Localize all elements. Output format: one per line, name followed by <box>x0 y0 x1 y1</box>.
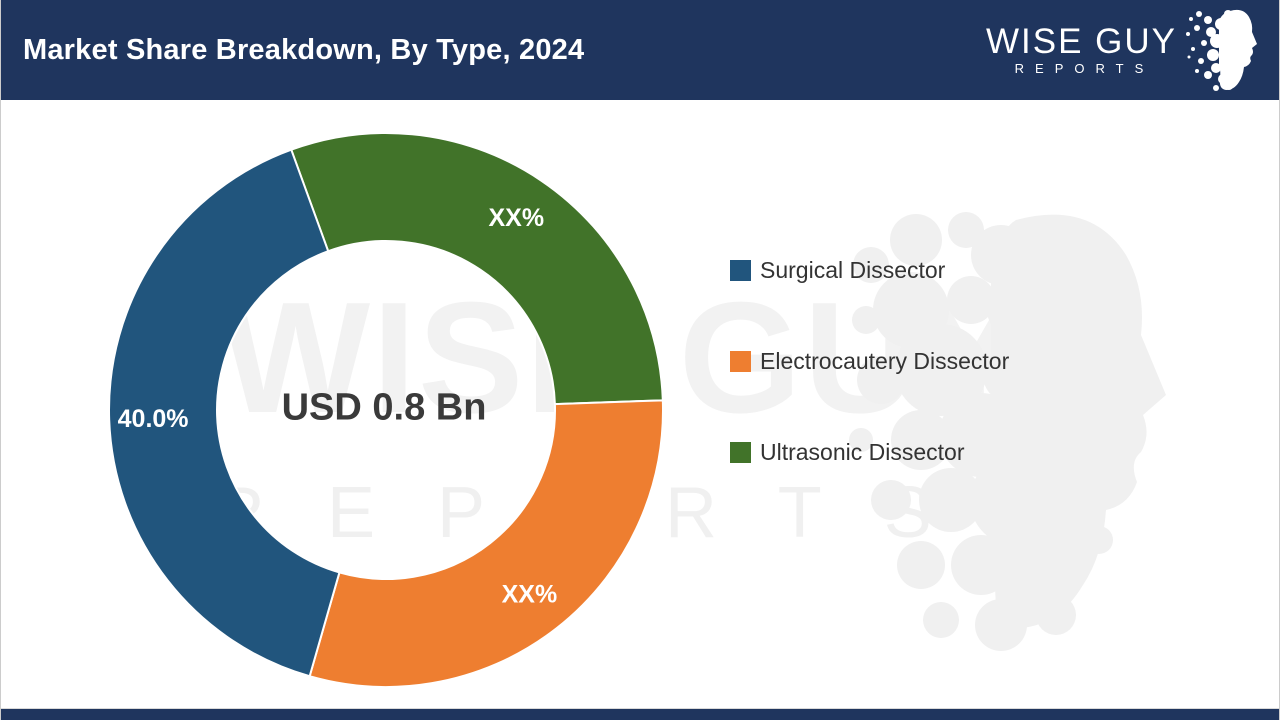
decorative-dot <box>895 324 987 416</box>
logo-wordmark: WISE GUY <box>985 21 1177 61</box>
legend-swatch-blue <box>730 260 751 281</box>
decorative-dot <box>897 541 945 589</box>
decorative-dot <box>1206 27 1216 37</box>
decorative-dot <box>1204 16 1212 24</box>
decorative-dot <box>919 468 983 532</box>
decorative-dot <box>1196 11 1202 17</box>
legend-item-surgical-dissector: Surgical Dissector <box>730 257 1009 284</box>
decorative-dot <box>1084 318 1108 342</box>
decorative-dot <box>1230 28 1236 34</box>
footer-bar <box>1 708 1279 720</box>
decorative-dot <box>1195 69 1199 73</box>
decorative-dot <box>1221 46 1231 56</box>
decorative-dot <box>1058 272 1094 308</box>
decorative-dot <box>1056 475 1096 515</box>
donut-segment-ultrasonic-dissector <box>290 132 664 406</box>
decorative-dot <box>1211 63 1221 73</box>
decorative-dot <box>852 306 880 334</box>
decorative-dot <box>1003 522 1079 598</box>
decorative-dot <box>1186 32 1190 36</box>
logo-subtitle: REPORTS <box>1014 60 1155 76</box>
decorative-dot <box>1222 59 1234 71</box>
decorative-dot <box>975 599 1027 651</box>
decorative-dot <box>1224 10 1232 18</box>
decorative-dot <box>1189 17 1193 21</box>
decorative-dot <box>853 247 889 283</box>
decorative-dot <box>1213 85 1219 91</box>
header-bar: Market Share Breakdown, By Type, 2024 WI… <box>1 0 1279 100</box>
decorative-dot <box>1085 526 1113 554</box>
decorative-dot <box>986 265 1066 345</box>
donut-chart: XX% XX% 40.0% <box>108 132 664 688</box>
chart-legend: Surgical Dissector Electrocautery Dissec… <box>730 257 1009 530</box>
decorative-dot <box>1207 49 1219 61</box>
decorative-dot <box>1210 34 1224 48</box>
decorative-dot <box>1194 25 1200 31</box>
decorative-dot <box>923 602 959 638</box>
logo-text: WISE GUY REPORTS <box>985 21 1177 76</box>
decorative-dot <box>939 393 1023 477</box>
decorative-dot <box>1201 40 1207 46</box>
donut-center-value: USD 0.8 Bn <box>281 386 487 429</box>
donut-segment-electrocautery-dissector <box>308 399 664 688</box>
legend-item-electrocautery-dissector: Electrocautery Dissector <box>730 348 1009 375</box>
decorative-dot <box>1191 47 1195 51</box>
decorative-dot <box>1225 82 1233 90</box>
logo-face-icon <box>1186 9 1257 91</box>
watermark-face-icon <box>849 212 1166 651</box>
donut-segment-surgical-dissector <box>108 148 341 678</box>
segment-value-label: XX% <box>502 581 558 609</box>
segment-value-label: 40.0% <box>118 405 189 433</box>
legend-swatch-green <box>730 442 751 463</box>
decorative-dot <box>951 535 1011 595</box>
decorative-dot <box>948 212 984 248</box>
chart-area: WISE GUY REPORTS XX%XX%40.0% USD 0.8 Bn … <box>1 100 1279 708</box>
decorative-dot <box>857 356 905 404</box>
decorative-dot <box>1233 42 1237 46</box>
legend-item-ultrasonic-dissector: Ultrasonic Dissector <box>730 439 1009 466</box>
decorative-dot <box>890 214 942 266</box>
decorative-dot <box>1204 71 1212 79</box>
decorative-dot <box>1198 58 1204 64</box>
legend-label: Ultrasonic Dissector <box>760 439 965 465</box>
legend-label: Electrocautery Dissector <box>760 348 1010 374</box>
decorative-dot <box>983 347 1039 403</box>
decorative-dot <box>1091 405 1111 425</box>
decorative-dot <box>947 276 995 324</box>
decorative-dot <box>1022 416 1070 464</box>
decorative-dot <box>1036 595 1076 635</box>
legend-label: Surgical Dissector <box>760 257 946 283</box>
page-title: Market Share Breakdown, By Type, 2024 <box>23 33 585 66</box>
decorative-dot <box>1187 55 1191 59</box>
wiseguy-logo: WISE GUY REPORTS <box>986 7 1261 93</box>
legend-swatch-orange <box>730 351 751 372</box>
decorative-dot <box>871 480 911 520</box>
decorative-dot <box>849 428 873 452</box>
decorative-dot <box>1218 74 1228 84</box>
decorative-dot <box>1215 18 1227 30</box>
segment-value-label: XX% <box>489 204 545 232</box>
decorative-dot <box>1028 327 1104 403</box>
decorative-dot <box>891 410 951 470</box>
decorative-dot <box>1030 224 1062 256</box>
